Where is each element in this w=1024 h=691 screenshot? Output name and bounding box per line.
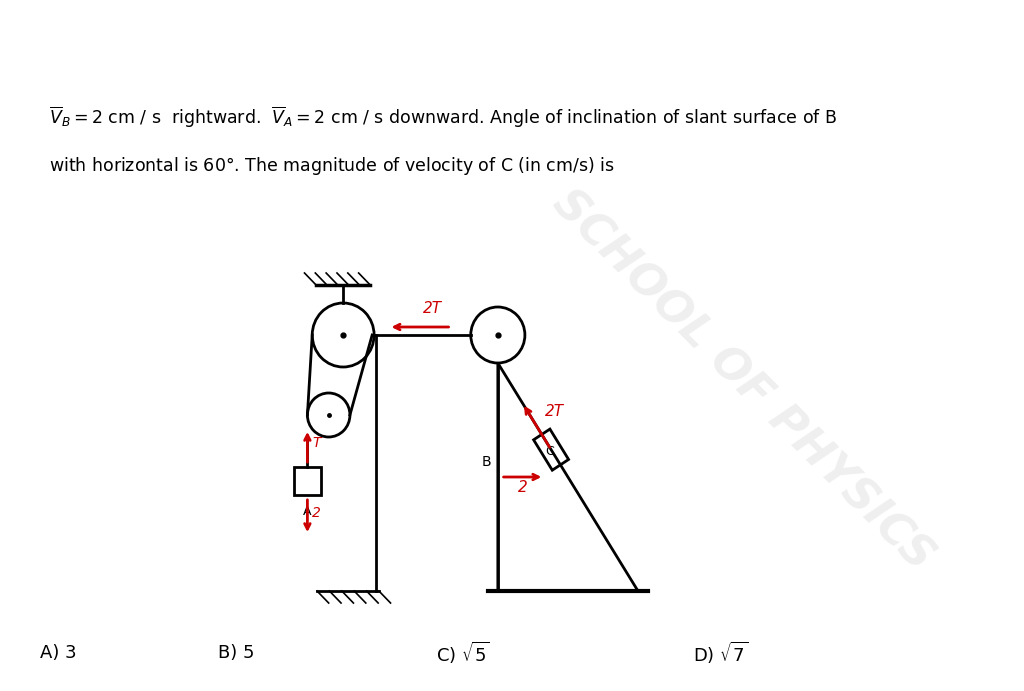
Text: 2: 2 bbox=[312, 506, 322, 520]
Text: A: A bbox=[303, 505, 311, 518]
Text: D) $\sqrt{7}$: D) $\sqrt{7}$ bbox=[693, 641, 748, 666]
Text: B) 5: B) 5 bbox=[218, 645, 254, 663]
Text: SCHOOL OF PHYSICS: SCHOOL OF PHYSICS bbox=[544, 182, 941, 578]
Text: C) $\sqrt{5}$: C) $\sqrt{5}$ bbox=[435, 641, 489, 666]
Text: C: C bbox=[545, 445, 554, 457]
Text: B: B bbox=[481, 455, 492, 469]
Text: $\overline{V}_{B}=2$ cm / s  rightward.  $\overline{V}_{A}=2$ cm / s downward. A: $\overline{V}_{B}=2$ cm / s rightward. $… bbox=[49, 105, 838, 130]
Text: with horizontal is $60°$. The magnitude of velocity of C (in cm/s) is: with horizontal is $60°$. The magnitude … bbox=[49, 155, 615, 177]
Text: 2T: 2T bbox=[423, 301, 441, 316]
Text: 2T: 2T bbox=[545, 404, 564, 419]
Text: T: T bbox=[312, 436, 321, 450]
Bar bbox=[294, 467, 321, 495]
Text: 2: 2 bbox=[518, 480, 527, 495]
Text: A) 3: A) 3 bbox=[40, 645, 76, 663]
